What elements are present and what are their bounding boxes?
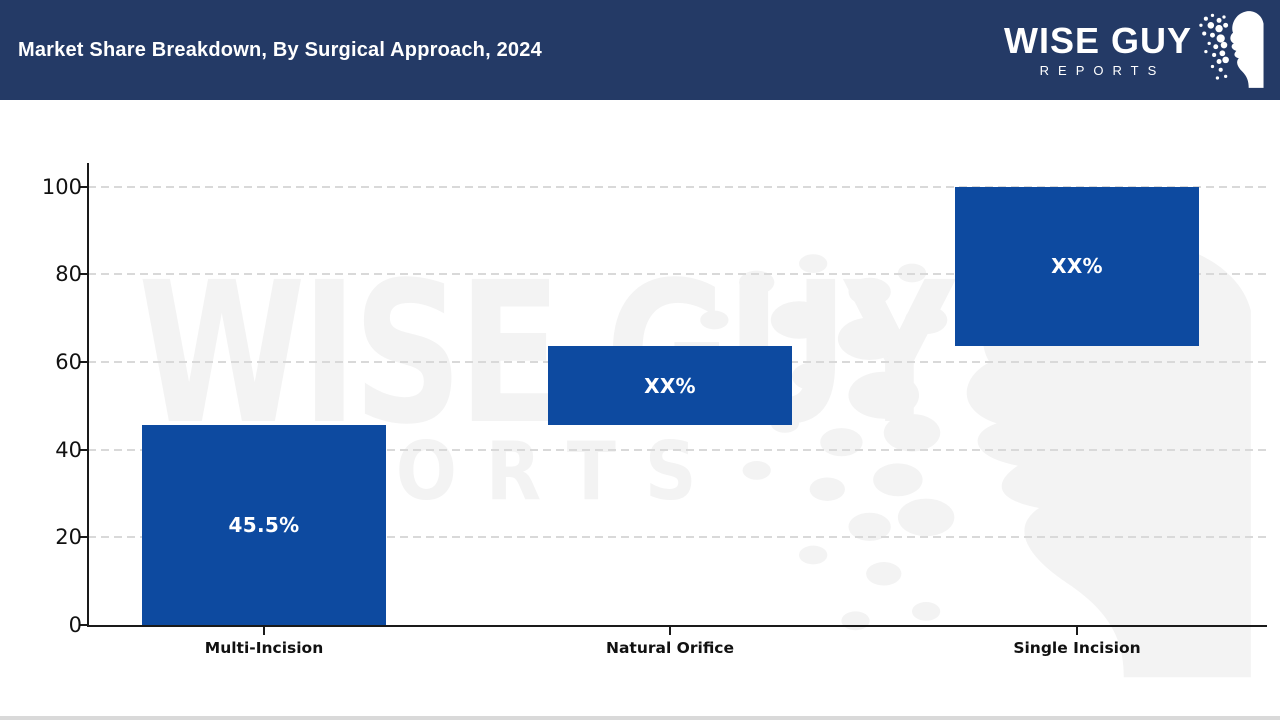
y-tick-mark (80, 448, 87, 451)
y-tick-label: 100 (41, 174, 82, 199)
gridline (88, 536, 1266, 539)
y-tick-label: 60 (55, 349, 82, 374)
watermark-wordmark: WISE GUY (138, 240, 955, 467)
footer-strip (0, 716, 1280, 720)
y-tick-mark (80, 360, 87, 363)
gridline (88, 448, 1266, 451)
logo-subtitle: REPORTS (1039, 62, 1166, 78)
x-axis-line (87, 625, 1267, 627)
y-tick-label: 80 (55, 262, 82, 287)
x-category-label: Natural Orifice (605, 639, 735, 657)
y-tick-mark (80, 624, 87, 626)
logo-wordmark: WISE GUY (1003, 19, 1192, 61)
x-tick-mark (1076, 627, 1078, 635)
bar-value-label: 45.5% (228, 513, 300, 538)
wise-guy-reports-logo: WISE GUY REPORTS (1004, 6, 1266, 94)
y-tick-mark (80, 273, 87, 276)
x-tick-mark (263, 627, 265, 635)
gridline (88, 273, 1266, 276)
chart-title: Market Share Breakdown, By Surgical Appr… (18, 38, 542, 61)
bar-value-label: XX% (1051, 254, 1103, 279)
y-tick-label: 40 (55, 437, 82, 462)
x-tick-mark (669, 627, 671, 635)
bar-value-label: XX% (644, 373, 696, 398)
logo-text: WISE GUY REPORTS (1003, 19, 1192, 78)
x-category-label: Multi-Incision (204, 639, 324, 657)
y-tick-mark (80, 185, 87, 188)
gridline (88, 185, 1266, 188)
bar-segment: XX% (548, 346, 792, 426)
bar-segment: XX% (955, 186, 1199, 347)
header-band: Market Share Breakdown, By Surgical Appr… (0, 0, 1280, 100)
y-tick-label: 0 (68, 613, 82, 637)
dotted-face-icon (1199, 11, 1264, 88)
y-tick-label: 20 (55, 525, 82, 550)
y-tick-mark (80, 536, 87, 539)
bar-segment: 45.5% (142, 425, 386, 625)
x-category-label: Single Incision (1013, 639, 1141, 657)
watermark-dotted-face (700, 238, 1251, 678)
y-axis-line (87, 163, 89, 627)
